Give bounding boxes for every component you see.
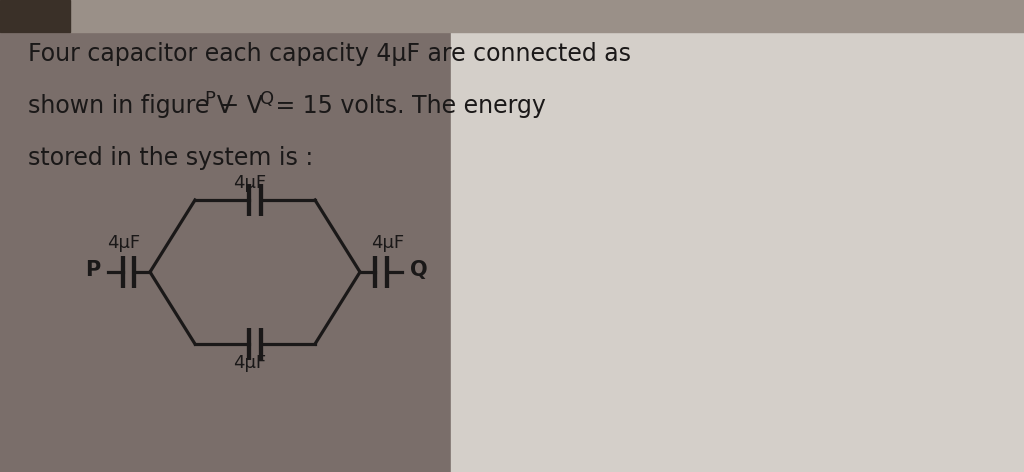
Text: 4μF: 4μF: [371, 234, 404, 252]
Text: Q: Q: [260, 90, 274, 108]
Text: 4μF: 4μF: [233, 174, 266, 192]
Text: = 15 volts. The energy: = 15 volts. The energy: [268, 94, 546, 118]
Bar: [0, 0, 1024, 32]
Text: Four capacitor each capacity 4μF are connected as: Four capacitor each capacity 4μF are con…: [28, 42, 631, 66]
Text: − V: − V: [212, 94, 263, 118]
Bar: [0, 0, 451, 472]
Bar: [0, 0, 70, 32]
Bar: [451, 0, 1024, 472]
Text: P: P: [205, 90, 215, 108]
Text: 4μF: 4μF: [233, 354, 266, 372]
Text: stored in the system is :: stored in the system is :: [28, 146, 313, 170]
Text: 4μF: 4μF: [106, 234, 140, 252]
Text: P: P: [85, 260, 100, 280]
Text: Q: Q: [410, 260, 428, 280]
Text: shown in figure V: shown in figure V: [28, 94, 233, 118]
